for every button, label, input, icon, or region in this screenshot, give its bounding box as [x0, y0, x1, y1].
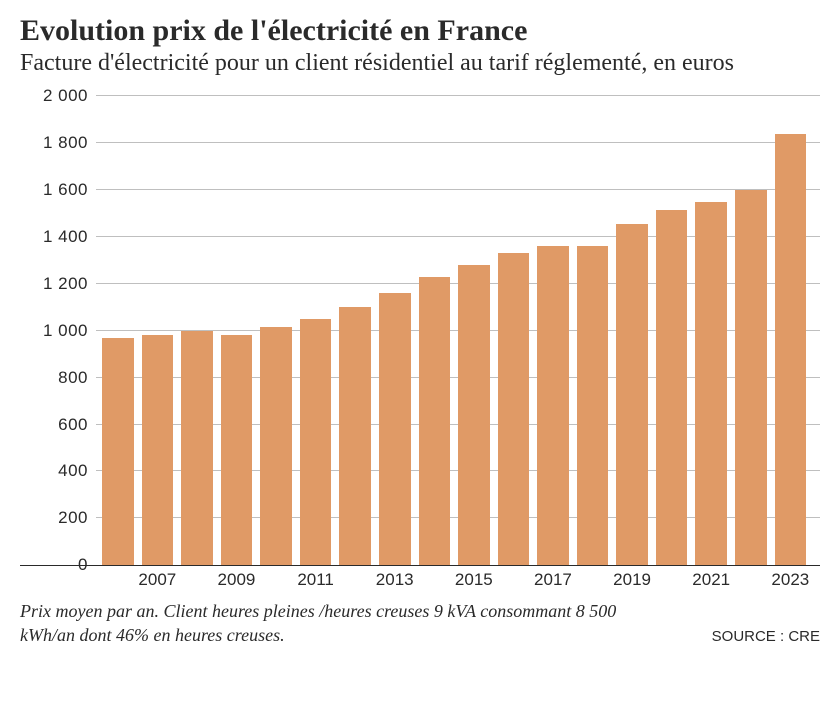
x-cell: [260, 566, 292, 592]
bar: [656, 210, 688, 565]
y-tick-label: 1 000: [43, 321, 88, 341]
x-cell: [102, 566, 134, 592]
x-cell: 2009: [221, 566, 253, 592]
x-tick-label: 2019: [613, 570, 651, 590]
y-tick-label: 0: [78, 555, 88, 575]
y-tick-label: 1 600: [43, 180, 88, 200]
x-tick-label: 2015: [455, 570, 493, 590]
chart-source: SOURCE : CRE: [712, 628, 820, 647]
x-cell: 2011: [300, 566, 332, 592]
x-axis-labels: 2007 2009 2011 2013 2015 2017 2019 2021 2023: [96, 566, 812, 592]
bar: [102, 338, 134, 565]
bar: [498, 253, 530, 565]
x-cell: 2017: [537, 566, 569, 592]
x-cell: [339, 566, 371, 592]
y-tick-label: 1 200: [43, 274, 88, 294]
x-cell: 2007: [142, 566, 174, 592]
chart-footer: Prix moyen par an. Client heures pleines…: [20, 600, 820, 647]
x-cell: 2021: [695, 566, 727, 592]
x-tick-label: 2021: [692, 570, 730, 590]
bar: [695, 202, 727, 565]
x-cell: [498, 566, 530, 592]
x-cell: [181, 566, 213, 592]
bar: [775, 134, 807, 565]
y-tick-label: 2 000: [43, 86, 88, 106]
chart-footnote: Prix moyen par an. Client heures pleines…: [20, 600, 620, 647]
bar: [142, 335, 174, 565]
bar: [339, 307, 371, 565]
x-cell: [656, 566, 688, 592]
chart-subtitle: Facture d'électricité pour un client rés…: [20, 49, 820, 78]
x-tick-label: 2009: [218, 570, 256, 590]
bar: [260, 327, 292, 565]
y-tick-label: 200: [58, 508, 88, 528]
bar: [735, 190, 767, 565]
bar: [577, 246, 609, 565]
bars-container: [96, 96, 812, 565]
x-tick-label: 2011: [297, 570, 334, 590]
x-tick-label: 2007: [138, 570, 176, 590]
x-tick-label: 2023: [771, 570, 809, 590]
chart-title: Evolution prix de l'électricité en Franc…: [20, 14, 820, 47]
y-tick-label: 400: [58, 461, 88, 481]
x-tick-label: 2017: [534, 570, 572, 590]
bar: [300, 319, 332, 565]
x-cell: 2023: [775, 566, 807, 592]
x-cell: 2019: [616, 566, 648, 592]
bar: [181, 331, 213, 566]
bar: [379, 293, 411, 565]
x-cell: 2013: [379, 566, 411, 592]
bar: [458, 265, 490, 565]
y-tick-label: 1 800: [43, 133, 88, 153]
x-cell: [419, 566, 451, 592]
bar: [419, 277, 451, 565]
y-axis-labels: 02004006008001 0001 2001 4001 6001 8002 …: [20, 96, 96, 565]
chart-area: 02004006008001 0001 2001 4001 6001 8002 …: [20, 96, 820, 592]
x-cell: [735, 566, 767, 592]
x-cell: 2015: [458, 566, 490, 592]
y-tick-label: 800: [58, 368, 88, 388]
plot-area: 02004006008001 0001 2001 4001 6001 8002 …: [20, 96, 820, 566]
x-cell: [577, 566, 609, 592]
bar: [221, 335, 253, 565]
bar: [616, 224, 648, 565]
y-tick-label: 1 400: [43, 227, 88, 247]
bar: [537, 246, 569, 565]
x-tick-label: 2013: [376, 570, 414, 590]
y-tick-label: 600: [58, 415, 88, 435]
